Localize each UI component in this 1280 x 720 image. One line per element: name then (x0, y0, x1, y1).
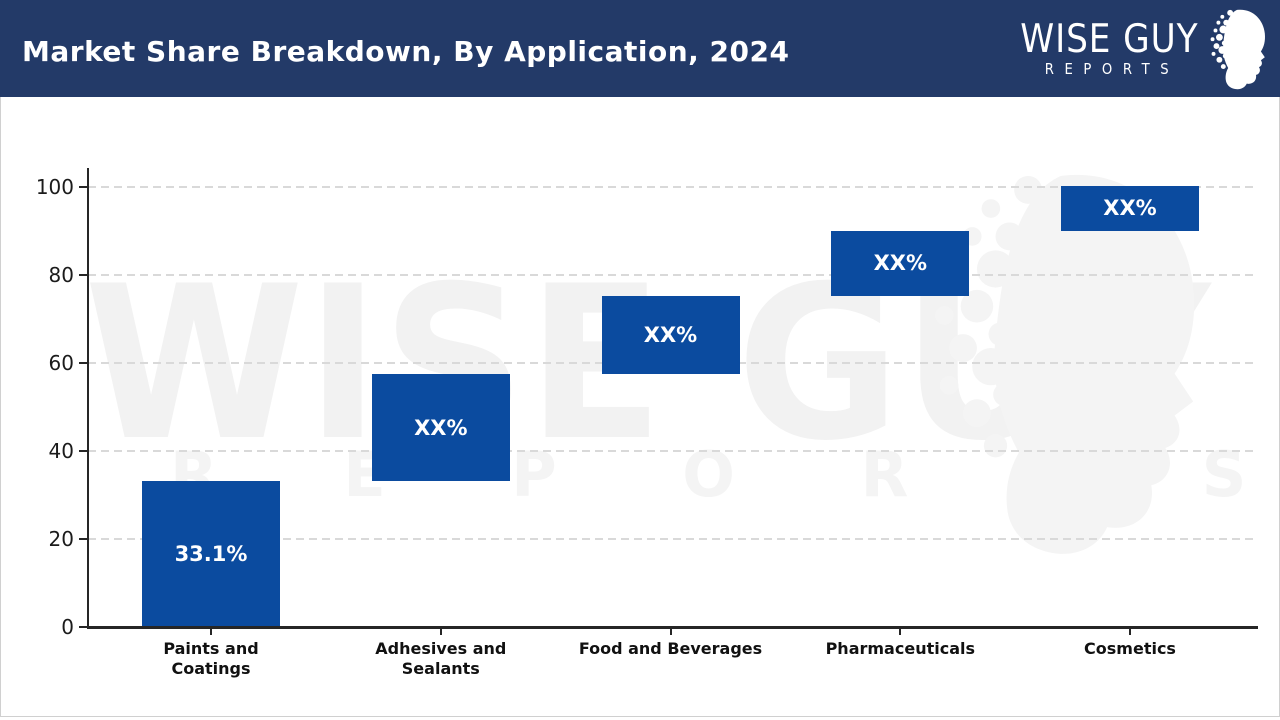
y-tick-label-20: 20 (48, 527, 74, 551)
wise-guy-logo: WISE GUY REPORTS (996, 0, 1274, 97)
gridline-40 (88, 450, 1256, 452)
category-label: Food and Beverages (551, 639, 791, 659)
y-tick-20 (79, 538, 88, 540)
gridline-20 (88, 538, 1256, 540)
y-tick-0 (79, 626, 88, 628)
y-tick-label-40: 40 (48, 439, 74, 463)
y-tick-40 (79, 450, 88, 452)
y-tick-label-0: 0 (61, 615, 74, 639)
category-label-line: Food and Beverages (578, 639, 763, 658)
y-tick-label-100: 100 (35, 175, 74, 199)
category-label-line: Coatings (171, 659, 251, 678)
y-axis-line (87, 168, 89, 629)
category-label: Pharmaceuticals (780, 639, 1020, 659)
category-label-line: Adhesives and (375, 639, 507, 658)
logo-wise-guy-text: WISE GUY (1019, 16, 1198, 62)
bar-value-label: XX% (643, 323, 698, 348)
gridline-100 (88, 186, 1256, 188)
category-label: Cosmetics (1010, 639, 1250, 659)
y-tick-100 (79, 186, 88, 188)
x-tick-4 (899, 627, 902, 635)
bottom-border-line (0, 716, 1280, 717)
category-label: Adhesives and Sealants (321, 639, 561, 679)
face-profile-icon (1210, 9, 1265, 89)
logo-reports-text: REPORTS (1044, 59, 1179, 78)
bar-3: XX% (601, 296, 740, 375)
category-label-line: Paints and (163, 639, 259, 658)
y-tick-60 (79, 362, 88, 364)
logo-text: WISE GUY REPORTS (1019, 16, 1198, 78)
y-tick-label-80: 80 (48, 263, 74, 287)
x-tick-3 (669, 627, 672, 635)
bar-value-label: XX% (873, 251, 928, 276)
header-bar: Market Share Breakdown, By Application, … (0, 0, 1280, 97)
bar-1: 33.1% (142, 481, 280, 627)
x-tick-2 (439, 627, 442, 635)
left-border-line (0, 97, 1, 717)
y-tick-label-60: 60 (48, 351, 74, 375)
bar-5: XX% (1061, 186, 1199, 231)
bar-4: XX% (831, 230, 970, 297)
bar-value-label: XX% (1103, 196, 1157, 221)
bar-value-label: 33.1% (174, 542, 248, 567)
category-label-line: Pharmaceuticals (825, 639, 975, 658)
x-tick-1 (210, 627, 212, 635)
chart-title: Market Share Breakdown, By Application, … (22, 35, 790, 68)
bar-2: XX% (371, 374, 510, 482)
bar-value-label: XX% (414, 415, 468, 440)
category-label-line: Sealants (401, 659, 480, 678)
gridline-80 (88, 274, 1256, 276)
plot-area: 0 20 40 60 80 100 33.1% Paints and Coatings XX% Ad… (0, 97, 1280, 720)
category-label: Paints and Coatings (91, 639, 331, 679)
category-label-line: Cosmetics (1084, 639, 1176, 658)
y-tick-80 (79, 274, 88, 276)
x-axis-line (87, 626, 1258, 629)
x-tick-5 (1129, 627, 1131, 635)
